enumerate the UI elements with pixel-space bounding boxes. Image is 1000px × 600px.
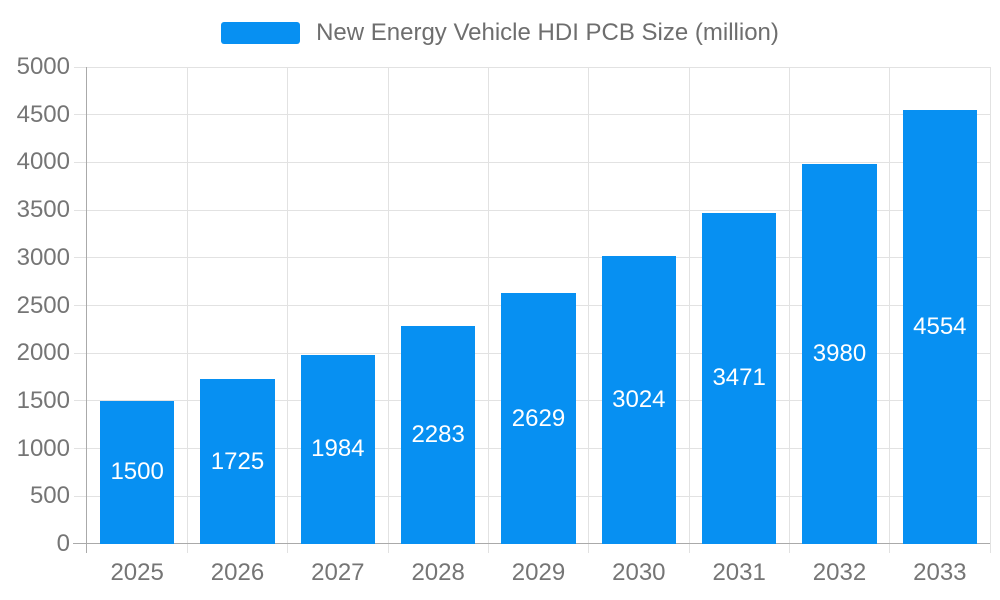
- x-axis-tick: [989, 544, 991, 553]
- y-axis-label: 5000: [16, 53, 70, 80]
- y-axis-label: 2500: [16, 291, 70, 319]
- y-gridline: [87, 114, 990, 116]
- x-gridline: [287, 67, 289, 544]
- x-gridline: [186, 67, 188, 544]
- bar[interactable]: 4554: [902, 109, 977, 544]
- x-axis-tick: [688, 544, 690, 553]
- y-axis-tick: [74, 161, 87, 163]
- chart-legend[interactable]: New Energy Vehicle HDI PCB Size (million…: [0, 19, 1000, 47]
- bar-value-label: 2283: [411, 421, 465, 449]
- x-gridline: [688, 67, 690, 544]
- x-gridline: [788, 67, 790, 544]
- x-axis-tick: [487, 544, 489, 553]
- bar-value-label: 4554: [913, 312, 967, 340]
- bar-value-label: 3024: [612, 385, 666, 413]
- bar[interactable]: 1500: [100, 400, 175, 544]
- y-gridline: [87, 257, 990, 259]
- y-axis-tick: [74, 66, 87, 68]
- x-axis-label: 2030: [612, 559, 666, 586]
- bar-value-label: 1984: [311, 435, 365, 463]
- x-axis-tick: [788, 544, 790, 553]
- y-gridline: [87, 66, 990, 68]
- y-axis-label: 4500: [16, 100, 70, 128]
- y-axis-tick: [74, 114, 87, 116]
- bar[interactable]: 1984: [300, 354, 375, 544]
- y-axis-label: 500: [29, 482, 70, 510]
- y-axis-tick: [74, 352, 87, 354]
- x-axis-label: 2033: [913, 559, 967, 586]
- bar[interactable]: 3024: [601, 255, 676, 544]
- legend-label: New Energy Vehicle HDI PCB Size (million…: [316, 19, 779, 46]
- x-gridline: [989, 67, 991, 544]
- x-axis-tick: [387, 544, 389, 553]
- bar-value-label: 1500: [110, 458, 164, 486]
- y-axis-tick: [74, 448, 87, 450]
- y-axis-label: 3500: [16, 196, 70, 224]
- y-axis-label: 3000: [16, 243, 70, 271]
- y-axis-label: 4000: [16, 148, 70, 176]
- y-axis-label: 1000: [16, 434, 70, 462]
- y-axis-tick: [74, 209, 87, 211]
- x-axis-label: 2032: [812, 559, 867, 586]
- legend-swatch-icon: [221, 22, 301, 44]
- y-axis-tick: [74, 305, 87, 306]
- x-axis-tick: [186, 544, 188, 553]
- x-axis-tick: [588, 544, 590, 553]
- x-axis-label: 2026: [210, 559, 265, 586]
- bar-value-label: 3471: [712, 364, 766, 392]
- x-gridline: [588, 67, 590, 544]
- y-gridline: [87, 161, 990, 163]
- x-gridline: [387, 67, 389, 544]
- y-axis-tick: [74, 257, 87, 259]
- y-axis-line: [86, 67, 87, 553]
- y-gridline: [87, 209, 990, 211]
- bar-value-label: 1725: [210, 447, 265, 475]
- y-axis-label: 1500: [16, 386, 70, 414]
- x-axis-label: 2029: [511, 559, 566, 586]
- x-axis-label: 2031: [712, 559, 766, 586]
- x-axis-tick: [889, 544, 891, 553]
- bar-value-label: 2629: [511, 404, 566, 432]
- bar[interactable]: 2283: [401, 326, 476, 544]
- y-axis-tick: [74, 400, 87, 402]
- y-axis-tick: [74, 495, 87, 497]
- y-axis-label: 0: [56, 530, 70, 557]
- bar[interactable]: 3980: [802, 164, 877, 544]
- bar[interactable]: 2629: [501, 293, 576, 544]
- bar[interactable]: 1725: [200, 379, 275, 544]
- bar-value-label: 3980: [812, 340, 867, 368]
- x-gridline: [889, 67, 891, 544]
- y-axis-label: 2000: [16, 339, 70, 367]
- x-axis-label: 2027: [311, 559, 365, 586]
- x-gridline: [487, 67, 489, 544]
- x-axis-tick: [287, 544, 289, 553]
- x-axis-label: 2028: [411, 559, 465, 586]
- bar[interactable]: 3471: [702, 212, 777, 544]
- x-axis-label: 2025: [110, 559, 164, 586]
